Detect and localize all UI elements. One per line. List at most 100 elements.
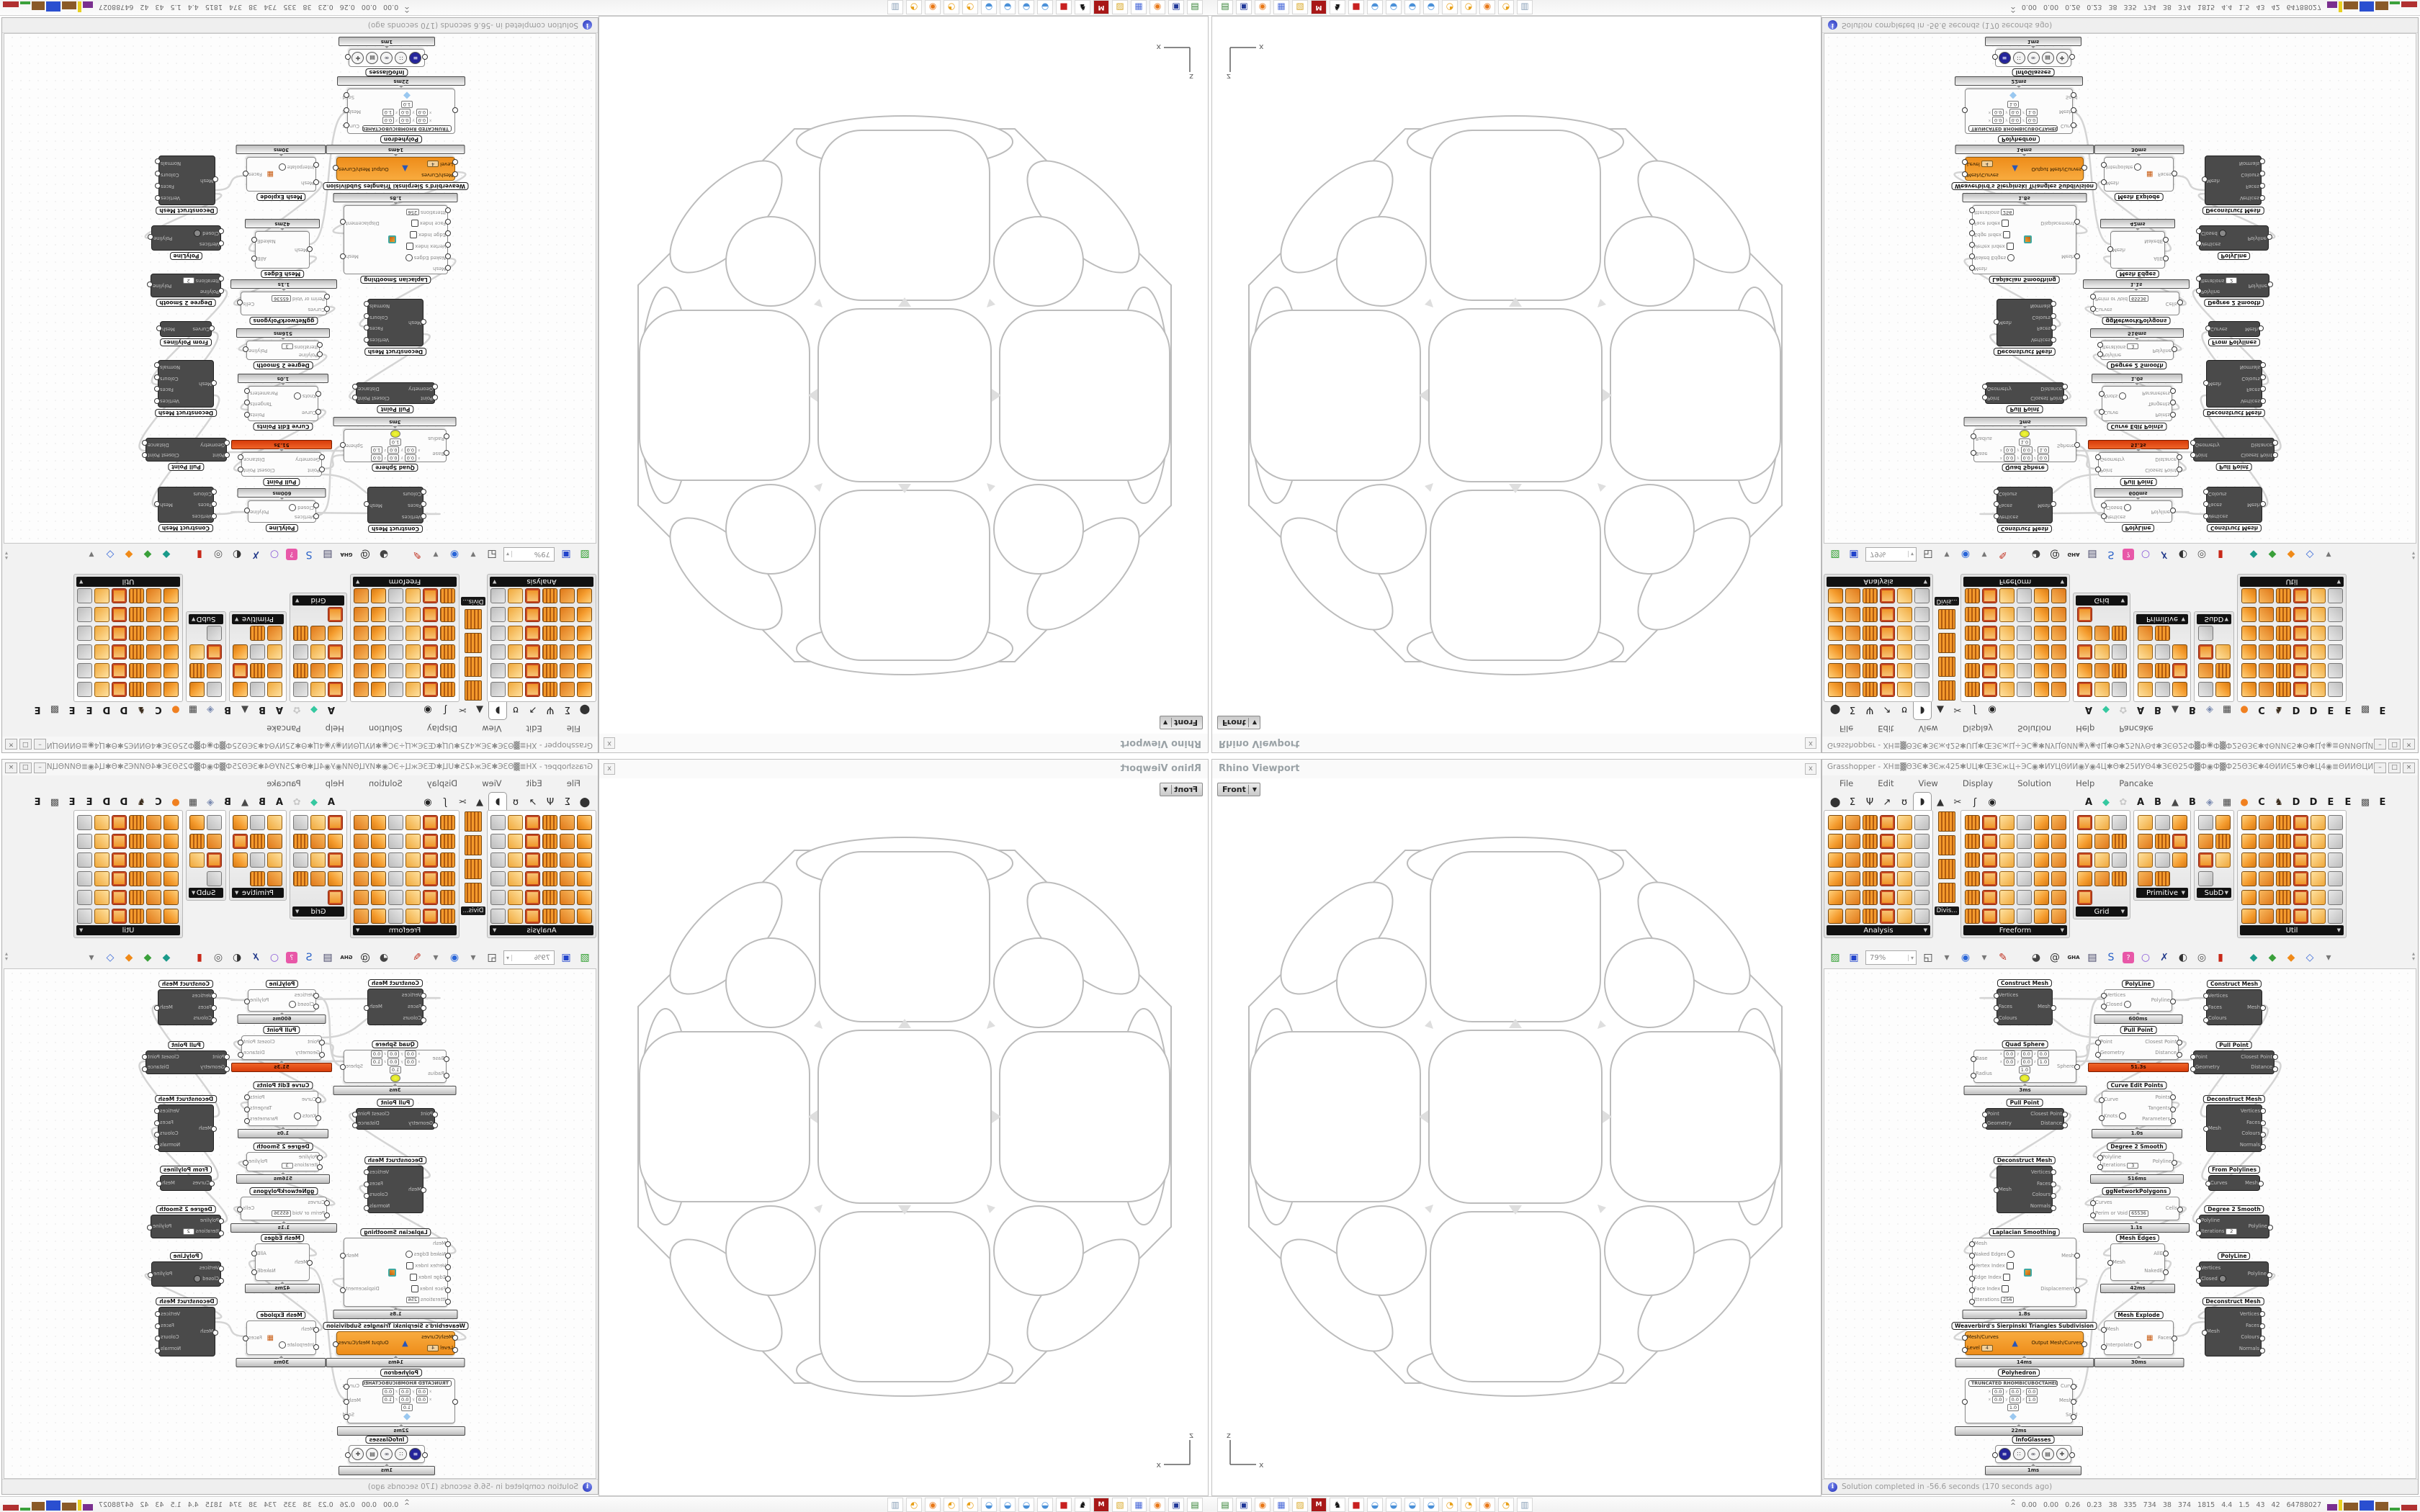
component-icon[interactable]: [112, 588, 127, 604]
input-port[interactable]: [445, 219, 451, 225]
taskbar-box-icon[interactable]: ■: [1348, 1498, 1364, 1512]
puzzle-icon[interactable]: ✚: [351, 1448, 364, 1460]
input-port[interactable]: [2101, 1344, 2107, 1350]
panel-expand-icon[interactable]: ▼: [2181, 890, 2185, 896]
input-port[interactable]: [2190, 1066, 2196, 1072]
tab-plugin-bird[interactable]: ♞: [2270, 702, 2287, 718]
number-field[interactable]: 1.0: [2018, 438, 2031, 446]
input-port[interactable]: [324, 294, 330, 300]
component-icon[interactable]: [2258, 852, 2274, 868]
output-port[interactable]: [2163, 237, 2169, 243]
component-icon[interactable]: [2016, 852, 2032, 868]
output-port[interactable]: [344, 1383, 349, 1390]
panel-expand-icon[interactable]: ▼: [2060, 579, 2064, 585]
tab-plugin-mountain[interactable]: ▲: [236, 794, 254, 810]
input-port[interactable]: [445, 242, 451, 248]
component-icon[interactable]: [371, 852, 387, 868]
component-icon[interactable]: [423, 663, 439, 679]
component-icon[interactable]: [2310, 644, 2326, 660]
menu-circle-icon[interactable]: ≡: [1998, 1448, 2011, 1460]
component-icon[interactable]: [310, 833, 326, 849]
number-field[interactable]: 1.0: [400, 101, 413, 108]
component-icon[interactable]: [2241, 889, 2257, 905]
component-icon[interactable]: [2275, 889, 2291, 905]
component-icon[interactable]: [440, 626, 456, 642]
component-icon[interactable]: [423, 833, 439, 849]
input-port[interactable]: [313, 162, 319, 168]
component-icon[interactable]: [1845, 663, 1860, 679]
component-icon[interactable]: [1964, 833, 1980, 849]
input-port[interactable]: [422, 54, 428, 60]
taskbar-calculator-icon[interactable]: ▦: [1131, 0, 1147, 14]
taskbar-quicktime-icon[interactable]: ◔: [1442, 1498, 1458, 1512]
component-icon[interactable]: [577, 852, 593, 868]
taskbar-quicktime-icon[interactable]: ◔: [906, 1498, 922, 1512]
close-icon[interactable]: ×: [2403, 739, 2415, 750]
component-icon[interactable]: [1827, 588, 1843, 604]
input-port[interactable]: [444, 1056, 449, 1062]
component-icon[interactable]: [508, 908, 524, 924]
component-icon[interactable]: [354, 814, 369, 830]
component-icon[interactable]: [1845, 682, 1860, 698]
menu-file[interactable]: File: [566, 778, 581, 788]
input-port[interactable]: [445, 1276, 451, 1282]
checkbox[interactable]: [2002, 230, 2010, 238]
component-icon[interactable]: [1964, 626, 1980, 642]
gh-canvas[interactable]: Construct Mesh Vertices Faces Colours Mesh Qu…: [1824, 33, 2416, 544]
taskbar-palette-icon[interactable]: ◒: [1367, 1498, 1383, 1512]
toggle-circle[interactable]: [293, 1112, 301, 1120]
polyhedron-node[interactable]: TRUNCATED RHOMBICUBOCTAHEDRONx0.0y0.0z0.…: [1965, 89, 2078, 134]
taskbar-palette-icon[interactable]: ◒: [1000, 0, 1016, 14]
output-port[interactable]: [340, 253, 346, 259]
component-icon[interactable]: [77, 908, 93, 924]
component-icon[interactable]: [233, 663, 248, 679]
component-icon[interactable]: [560, 644, 575, 660]
toggle-dot[interactable]: [2218, 1275, 2226, 1283]
tab-plugin-a2[interactable]: A: [271, 794, 288, 810]
component-icon[interactable]: [560, 663, 575, 679]
component-icon[interactable]: [371, 870, 387, 886]
component-icon[interactable]: [2076, 814, 2092, 830]
component-icon[interactable]: [542, 663, 558, 679]
component-icon[interactable]: [2016, 644, 2032, 660]
component-icon[interactable]: [293, 870, 309, 886]
curve-edit-points-node[interactable]: Curve Knots Points Tangents Parameters: [2102, 1091, 2172, 1126]
viewport-canvas[interactable]: z x: [1213, 778, 1820, 1495]
deconstruct-mesh-node[interactable]: Mesh Vertices Faces Colours Normals: [158, 1307, 215, 1356]
tab-plugin-mountain[interactable]: ▲: [2166, 702, 2184, 718]
ggnetworkpolygons-node[interactable]: Curves Perim or Void 65536 Cells: [241, 292, 327, 315]
input-port[interactable]: [444, 450, 449, 456]
tab-plugin-e3[interactable]: E: [29, 702, 46, 718]
input-port[interactable]: [2196, 228, 2202, 234]
component-icon[interactable]: [1827, 682, 1843, 698]
tab-plugin-e[interactable]: E: [2322, 702, 2339, 718]
menu-view[interactable]: View: [482, 778, 502, 788]
tab-plugin-e2[interactable]: E: [63, 702, 81, 718]
component-icon[interactable]: [1896, 682, 1912, 698]
input-port[interactable]: [445, 1299, 451, 1305]
taskbar-palette-icon[interactable]: ◒: [1423, 1498, 1439, 1512]
tab-intersect[interactable]: ✂: [454, 702, 471, 718]
component-icon[interactable]: [2033, 908, 2049, 924]
input-port[interactable]: [224, 440, 230, 446]
menu-file[interactable]: File: [1839, 778, 1854, 788]
component-icon[interactable]: [371, 588, 387, 604]
component-icon[interactable]: [1914, 644, 1930, 660]
component-icon[interactable]: [1827, 626, 1843, 642]
tab-plugin-e[interactable]: E: [2322, 794, 2339, 810]
number-field[interactable]: 0.0: [387, 1050, 400, 1058]
component-icon[interactable]: [354, 833, 369, 849]
tab-intersect[interactable]: ✂: [454, 794, 471, 810]
tab-plugin-e[interactable]: E: [81, 794, 98, 810]
component-icon[interactable]: [77, 663, 93, 679]
deconstruct-mesh-node[interactable]: Mesh Vertices Faces Colours Normals: [158, 360, 214, 408]
component-icon[interactable]: [146, 889, 162, 905]
input-port[interactable]: [445, 207, 451, 213]
component-icon[interactable]: [490, 814, 506, 830]
tab-plugin-a[interactable]: A: [2080, 794, 2097, 810]
polyline-node[interactable]: Vertices Closed Polyline: [2104, 989, 2172, 1012]
taskbar-firefox-icon[interactable]: ◉: [1255, 1498, 1270, 1512]
component-icon[interactable]: [2241, 626, 2257, 642]
output-port[interactable]: [251, 1251, 257, 1256]
component-icon[interactable]: [293, 626, 309, 642]
